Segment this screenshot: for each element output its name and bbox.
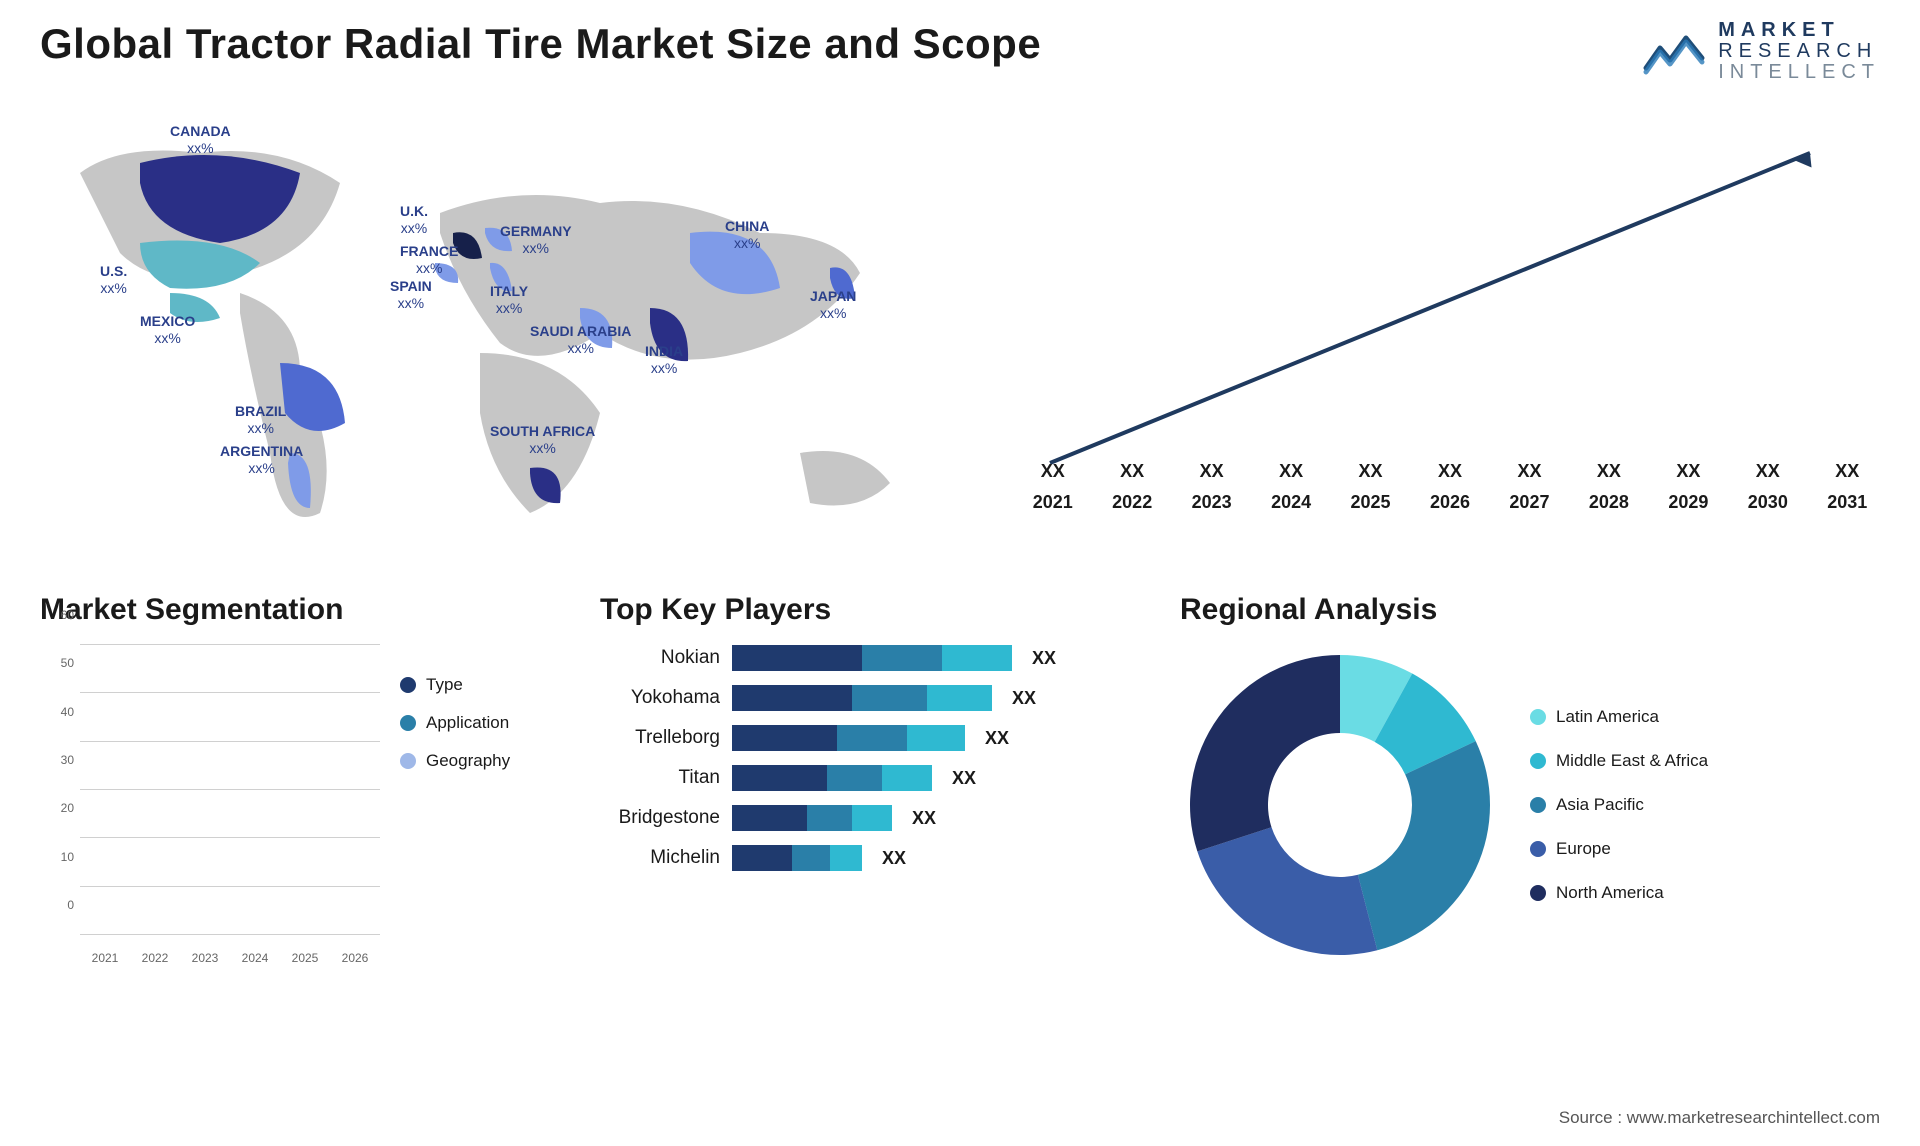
growth-value-label: XX — [1756, 461, 1780, 482]
player-value-label: XX — [1012, 688, 1036, 709]
map-label-mexico: MEXICOxx% — [140, 313, 195, 347]
regional-legend-latin-america: Latin America — [1530, 707, 1708, 727]
map-label-brazil: BRAZILxx% — [235, 403, 286, 437]
growth-year-label: 2028 — [1589, 492, 1629, 513]
growth-value-label: XX — [1041, 461, 1065, 482]
growth-bar-2025: XX 2025 — [1338, 461, 1403, 513]
growth-value-label: XX — [1279, 461, 1303, 482]
player-value-label: XX — [985, 728, 1009, 749]
player-name: Trelleborg — [600, 727, 720, 749]
player-row-bridgestone: Bridgestone XX — [600, 805, 1140, 831]
growth-year-label: 2026 — [1430, 492, 1470, 513]
player-value-label: XX — [952, 768, 976, 789]
market-segmentation-section: Market Segmentation 0102030405060 202120… — [40, 593, 560, 965]
regional-donut-chart — [1180, 645, 1500, 965]
growth-bar-2026: XX 2026 — [1417, 461, 1482, 513]
player-name: Nokian — [600, 647, 720, 669]
growth-bar-2027: XX 2027 — [1497, 461, 1562, 513]
segmentation-title: Market Segmentation — [40, 593, 560, 627]
growth-bar-2031: XX 2031 — [1815, 461, 1880, 513]
player-row-nokian: Nokian XX — [600, 645, 1140, 671]
growth-year-label: 2024 — [1271, 492, 1311, 513]
players-bar-chart: NokianXXYokohamaXXTrelleborgXXTitanXXBri… — [600, 645, 1140, 871]
regional-legend: Latin America Middle East & Africa Asia Pa… — [1530, 707, 1708, 903]
growth-year-label: 2031 — [1827, 492, 1867, 513]
growth-value-label: XX — [1517, 461, 1541, 482]
logo-text-1: MARKET — [1718, 20, 1880, 41]
growth-bar-chart: XX 2021 XX 2022 XX 2023 XX 2024 XX 2025 XX 2026 XX 20… — [1020, 113, 1880, 553]
growth-year-label: 2021 — [1033, 492, 1073, 513]
growth-bar-2024: XX 2024 — [1258, 461, 1323, 513]
regional-legend-middle-east---africa: Middle East & Africa — [1530, 751, 1708, 771]
map-label-italy: ITALYxx% — [490, 283, 528, 317]
growth-value-label: XX — [1835, 461, 1859, 482]
regional-legend-asia-pacific: Asia Pacific — [1530, 795, 1708, 815]
donut-slice-north-america — [1190, 655, 1340, 851]
seg-legend-type: Type — [400, 675, 510, 695]
page-title: Global Tractor Radial Tire Market Size a… — [40, 20, 1041, 68]
player-row-trelleborg: Trelleborg XX — [600, 725, 1140, 751]
map-label-southafrica: SOUTH AFRICAxx% — [490, 423, 595, 457]
player-value-label: XX — [1032, 648, 1056, 669]
logo-mark-icon — [1642, 28, 1706, 76]
player-row-yokohama: Yokohama XX — [600, 685, 1140, 711]
seg-legend-application: Application — [400, 713, 510, 733]
map-label-saudiarabia: SAUDI ARABIAxx% — [530, 323, 631, 357]
growth-bar-2022: XX 2022 — [1099, 461, 1164, 513]
world-map-chart: CANADAxx% U.S.xx% MEXICOxx% BRAZILxx% ARGENT… — [40, 113, 960, 553]
segmentation-bar-chart: 0102030405060 202120222023202420252026 — [40, 645, 380, 965]
donut-slice-europe — [1197, 827, 1377, 955]
map-label-uk: U.K.xx% — [400, 203, 428, 237]
player-value-label: XX — [882, 848, 906, 869]
growth-value-label: XX — [1438, 461, 1462, 482]
player-value-label: XX — [912, 808, 936, 829]
map-label-japan: JAPANxx% — [810, 288, 856, 322]
map-label-argentina: ARGENTINAxx% — [220, 443, 303, 477]
map-label-canada: CANADAxx% — [170, 123, 231, 157]
player-row-titan: Titan XX — [600, 765, 1140, 791]
map-label-spain: SPAINxx% — [390, 278, 432, 312]
brand-logo: MARKET RESEARCH INTELLECT — [1642, 20, 1880, 83]
player-name: Yokohama — [600, 687, 720, 709]
segmentation-legend: Type Application Geography — [400, 675, 510, 771]
growth-year-label: 2027 — [1509, 492, 1549, 513]
growth-bar-2030: XX 2030 — [1735, 461, 1800, 513]
players-title: Top Key Players — [600, 593, 1140, 627]
growth-year-label: 2025 — [1351, 492, 1391, 513]
growth-bar-2021: XX 2021 — [1020, 461, 1085, 513]
growth-year-label: 2022 — [1112, 492, 1152, 513]
regional-analysis-section: Regional Analysis Latin America Middle Ea… — [1180, 593, 1880, 965]
growth-bar-2023: XX 2023 — [1179, 461, 1244, 513]
player-name: Michelin — [600, 847, 720, 869]
growth-value-label: XX — [1597, 461, 1621, 482]
growth-year-label: 2030 — [1748, 492, 1788, 513]
source-attribution: Source : www.marketresearchintellect.com — [1559, 1108, 1880, 1128]
map-label-china: CHINAxx% — [725, 218, 769, 252]
regional-title: Regional Analysis — [1180, 593, 1880, 627]
growth-year-label: 2023 — [1192, 492, 1232, 513]
top-key-players-section: Top Key Players NokianXXYokohamaXXTrelle… — [600, 593, 1140, 965]
regional-legend-north-america: North America — [1530, 883, 1708, 903]
map-label-india: INDIAxx% — [645, 343, 683, 377]
growth-value-label: XX — [1120, 461, 1144, 482]
logo-text-3: INTELLECT — [1718, 62, 1880, 83]
growth-bar-2028: XX 2028 — [1576, 461, 1641, 513]
growth-value-label: XX — [1359, 461, 1383, 482]
donut-slice-asia-pacific — [1358, 741, 1490, 950]
growth-bar-2029: XX 2029 — [1656, 461, 1721, 513]
player-row-michelin: Michelin XX — [600, 845, 1140, 871]
growth-year-label: 2029 — [1668, 492, 1708, 513]
map-label-us: U.S.xx% — [100, 263, 127, 297]
player-name: Titan — [600, 767, 720, 789]
player-name: Bridgestone — [600, 807, 720, 829]
growth-value-label: XX — [1676, 461, 1700, 482]
map-label-france: FRANCExx% — [400, 243, 458, 277]
regional-legend-europe: Europe — [1530, 839, 1708, 859]
map-label-germany: GERMANYxx% — [500, 223, 572, 257]
logo-text-2: RESEARCH — [1718, 41, 1880, 62]
growth-value-label: XX — [1200, 461, 1224, 482]
seg-legend-geography: Geography — [400, 751, 510, 771]
